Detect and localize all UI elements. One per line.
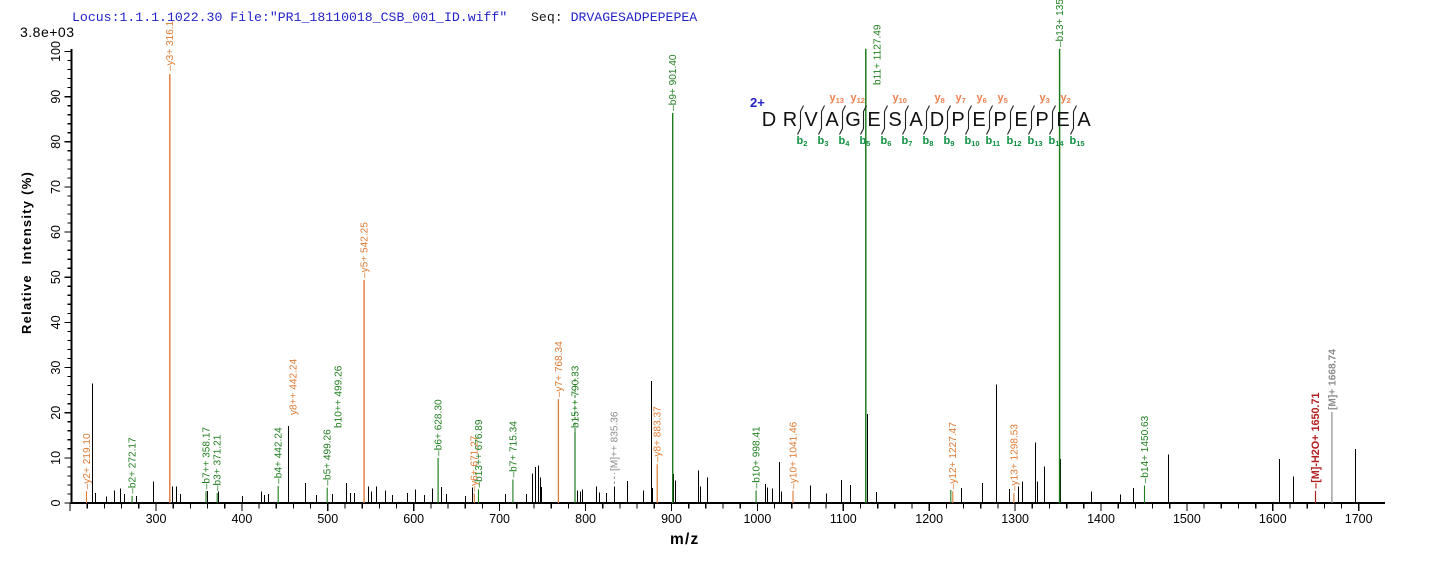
svg-text:–y2+ 219.10: –y2+ 219.10 xyxy=(82,433,93,489)
svg-text:–[M]-H2O+ 1650.71: –[M]-H2O+ 1650.71 xyxy=(1310,392,1322,488)
svg-text:100: 100 xyxy=(49,41,63,62)
svg-text:–y5+ 542.25: –y5+ 542.25 xyxy=(360,222,371,278)
svg-text:–y8+ 883.37: –y8+ 883.37 xyxy=(653,406,664,462)
svg-text:y5: y5 xyxy=(998,92,1008,105)
svg-text:[M]++ 835.36: [M]++ 835.36 xyxy=(610,411,621,471)
svg-text:1400: 1400 xyxy=(1087,512,1115,526)
svg-text:b11+ 1127.49: b11+ 1127.49 xyxy=(872,24,883,85)
svg-text:3.8e+03: 3.8e+03 xyxy=(20,24,75,40)
svg-text:–y7+ 768.34: –y7+ 768.34 xyxy=(554,341,565,397)
svg-text:b15: b15 xyxy=(1070,135,1085,148)
svg-text:V: V xyxy=(804,109,818,131)
svg-text:b6: b6 xyxy=(881,135,892,148)
svg-text:P: P xyxy=(951,109,964,131)
svg-text:–y6+ 671.27: –y6+ 671.27 xyxy=(470,435,481,491)
svg-text:–b6+ 628.30: –b6+ 628.30 xyxy=(434,399,445,456)
svg-text:–y3+ 316.1: –y3+ 316.1 xyxy=(165,20,176,71)
svg-text:A: A xyxy=(909,109,923,131)
svg-text:300: 300 xyxy=(146,512,167,526)
svg-text:A: A xyxy=(1077,109,1091,131)
svg-text:900: 900 xyxy=(661,512,682,526)
svg-text:y2: y2 xyxy=(1061,92,1071,105)
svg-text:80: 80 xyxy=(49,135,63,149)
svg-text:Locus:1.1.1.1022.30 File:"PR1_: Locus:1.1.1.1022.30 File:"PR1_18110018_C… xyxy=(72,10,697,25)
svg-text:1700: 1700 xyxy=(1345,512,1373,526)
svg-text:1600: 1600 xyxy=(1259,512,1287,526)
svg-text:1000: 1000 xyxy=(743,512,771,526)
svg-text:b15++ 790.33: b15++ 790.33 xyxy=(570,365,581,428)
svg-text:90: 90 xyxy=(49,90,63,104)
svg-text:D: D xyxy=(762,109,776,131)
svg-text:600: 600 xyxy=(403,512,424,526)
svg-text:50: 50 xyxy=(49,270,63,284)
svg-text:b13: b13 xyxy=(1028,135,1043,148)
svg-text:Relative Intensity (%): Relative Intensity (%) xyxy=(19,171,34,334)
svg-text:S: S xyxy=(888,109,901,131)
svg-text:R: R xyxy=(783,109,797,131)
svg-text:b8: b8 xyxy=(923,135,934,148)
svg-text:b12: b12 xyxy=(1007,135,1022,148)
svg-text:y7: y7 xyxy=(956,92,966,105)
svg-text:E: E xyxy=(1056,109,1069,131)
svg-text:P: P xyxy=(993,109,1006,131)
svg-text:b14: b14 xyxy=(1049,135,1065,148)
svg-text:1100: 1100 xyxy=(830,512,857,526)
svg-text:E: E xyxy=(1014,109,1027,131)
svg-text:y13: y13 xyxy=(830,92,844,105)
svg-text:E: E xyxy=(867,109,880,131)
svg-text:D: D xyxy=(930,109,944,131)
svg-text:400: 400 xyxy=(231,512,252,526)
svg-text:b9: b9 xyxy=(944,135,955,148)
svg-text:y12: y12 xyxy=(851,92,865,105)
svg-text:–y13+ 1298.53: –y13+ 1298.53 xyxy=(1009,424,1020,491)
svg-text:b3: b3 xyxy=(818,135,829,148)
svg-text:1200: 1200 xyxy=(915,512,943,526)
svg-text:b2: b2 xyxy=(797,135,808,148)
svg-text:A: A xyxy=(825,109,839,131)
svg-text:70: 70 xyxy=(49,180,63,194)
svg-text:y6: y6 xyxy=(977,92,987,105)
svg-text:60: 60 xyxy=(49,225,63,239)
svg-text:–b14+ 1450.63: –b14+ 1450.63 xyxy=(1140,415,1151,483)
svg-text:b7: b7 xyxy=(902,135,913,148)
svg-text:b10++ 499.26: b10++ 499.26 xyxy=(334,365,345,428)
svg-text:20: 20 xyxy=(49,406,63,420)
svg-text:10: 10 xyxy=(49,451,63,465)
svg-text:P: P xyxy=(1035,109,1048,131)
svg-text:b10: b10 xyxy=(965,135,980,148)
svg-text:40: 40 xyxy=(49,315,63,329)
svg-text:–b10+ 998.41: –b10+ 998.41 xyxy=(752,426,763,488)
svg-text:[M]+ 1668.74: [M]+ 1668.74 xyxy=(1327,349,1338,410)
svg-text:–b7++ 358.17: –b7++ 358.17 xyxy=(201,427,212,490)
svg-text:–y10+ 1041.46: –y10+ 1041.46 xyxy=(788,421,799,488)
svg-text:1500: 1500 xyxy=(1173,512,1201,526)
svg-text:30: 30 xyxy=(49,361,63,375)
svg-text:y8: y8 xyxy=(935,92,945,105)
svg-text:–b13+ 1353.59: –b13+ 1353.59 xyxy=(1055,0,1066,47)
svg-text:–y12+ 1227.47: –y12+ 1227.47 xyxy=(948,422,959,489)
svg-text:1300: 1300 xyxy=(1001,512,1029,526)
svg-text:G: G xyxy=(845,109,861,131)
svg-text:800: 800 xyxy=(575,512,596,526)
svg-text:–b13++ 676.89: –b13++ 676.89 xyxy=(474,419,485,487)
svg-text:b11: b11 xyxy=(986,135,1001,148)
svg-text:500: 500 xyxy=(317,512,338,526)
svg-text:m/z: m/z xyxy=(670,531,699,548)
svg-text:E: E xyxy=(972,109,985,131)
svg-text:–b2+ 272.17: –b2+ 272.17 xyxy=(128,437,139,494)
svg-text:–b3+ 371.21: –b3+ 371.21 xyxy=(213,434,224,491)
svg-text:y10: y10 xyxy=(893,92,907,105)
svg-text:–b4+ 442.24: –b4+ 442.24 xyxy=(274,427,285,484)
svg-text:–b9+ 901.40: –b9+ 901.40 xyxy=(668,54,679,111)
svg-text:700: 700 xyxy=(489,512,510,526)
svg-text:y8++ 442.24: y8++ 442.24 xyxy=(288,358,299,415)
svg-text:y3: y3 xyxy=(1040,92,1050,105)
svg-text:b4: b4 xyxy=(839,135,851,148)
svg-text:2+: 2+ xyxy=(750,95,765,110)
svg-text:–b7+ 715.34: –b7+ 715.34 xyxy=(508,421,519,478)
svg-text:–b5+ 499.26: –b5+ 499.26 xyxy=(323,429,334,486)
svg-text:0: 0 xyxy=(49,499,63,506)
svg-text:b5: b5 xyxy=(860,135,871,148)
